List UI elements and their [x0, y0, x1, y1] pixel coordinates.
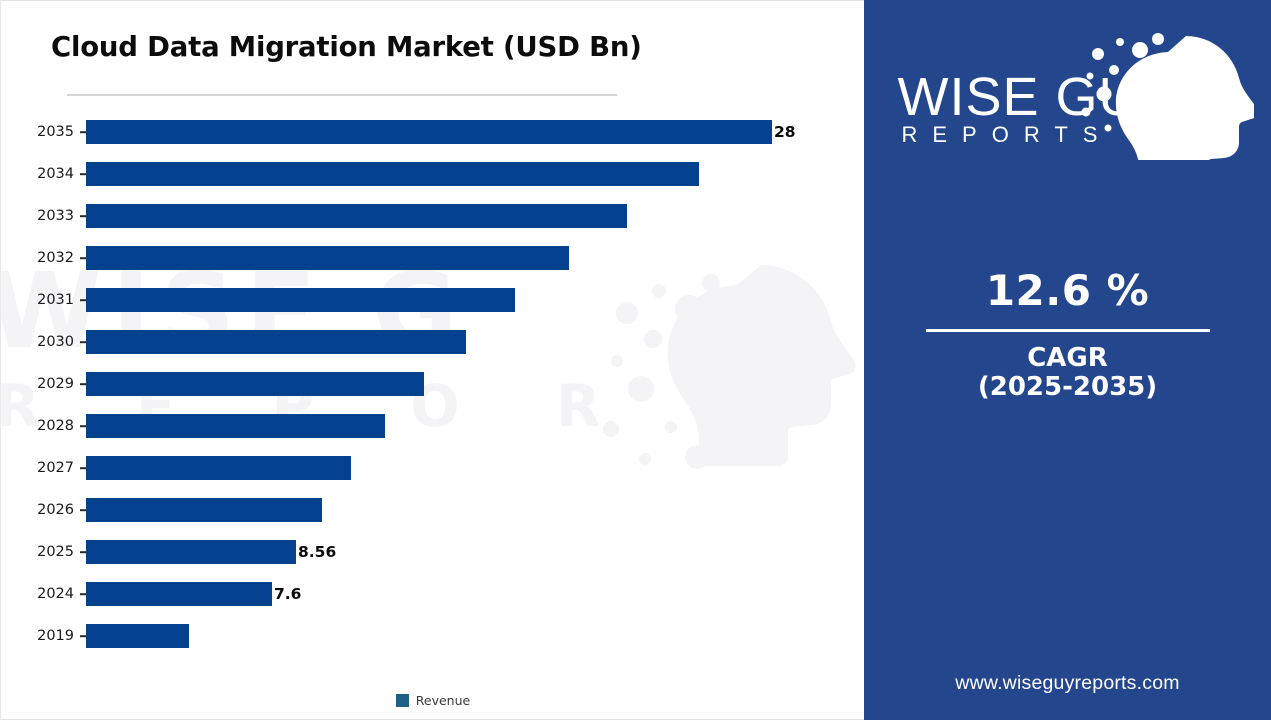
cagr-label: CAGR (2025-2035)	[977, 343, 1158, 403]
bar-value-label-2035: 28	[774, 123, 796, 141]
bar-2029	[86, 372, 424, 396]
legend-label-revenue: Revenue	[415, 693, 471, 708]
bar-2028	[86, 414, 385, 438]
y-axis-tick	[80, 635, 86, 637]
bar-2024	[86, 582, 272, 606]
bar-2027	[86, 456, 351, 480]
bar-row: 2019	[1, 615, 864, 657]
bar-row: 2034	[1, 153, 864, 195]
y-axis-tick	[80, 215, 86, 217]
y-axis-tick	[80, 257, 86, 259]
logo-secondary-text: REPORTS	[901, 122, 1113, 147]
title-divider	[67, 94, 617, 96]
y-axis-tick	[80, 425, 86, 427]
y-axis-label-2033: 2033	[37, 208, 74, 224]
bar-row: 2025 8.56	[1, 531, 864, 573]
bar-2034	[86, 162, 699, 186]
website-url: www.wiseguyreports.com	[955, 672, 1180, 694]
bar-row: 2029	[1, 363, 864, 405]
legend-swatch-revenue	[395, 694, 409, 707]
y-axis-label-2034: 2034	[37, 166, 74, 182]
bar-2033	[86, 204, 627, 228]
bar-2031	[86, 288, 515, 312]
y-axis-label-2026: 2026	[37, 502, 74, 518]
y-axis-tick	[80, 383, 86, 385]
cagr-label-line-1: CAGR	[1027, 343, 1108, 373]
bar-row: 2024 7.6	[1, 573, 864, 615]
chart-panel: WISE G R E P O R Cloud Data Migration Ma…	[0, 0, 864, 720]
chart-legend: Revenue	[1, 693, 864, 708]
chart-title: Cloud Data Migration Market (USD Bn)	[51, 31, 642, 63]
bar-row: 2027	[1, 447, 864, 489]
y-axis-tick	[80, 509, 86, 511]
bar-2035	[86, 120, 772, 144]
cagr-value: 12.6 %	[985, 266, 1150, 315]
y-axis-label-2031: 2031	[37, 292, 74, 308]
bar-value-label-2024: 7.6	[274, 585, 302, 603]
y-axis-label-2028: 2028	[37, 418, 74, 434]
y-axis-label-2025: 2025	[37, 544, 74, 560]
y-axis-label-2032: 2032	[37, 250, 74, 266]
y-axis-tick	[80, 467, 86, 469]
bar-row: 2028	[1, 405, 864, 447]
y-axis-tick	[80, 131, 86, 133]
y-axis-tick	[80, 593, 86, 595]
brand-panel: WISE GUY REPORTS 12.6 % CAGR (2	[864, 0, 1271, 720]
y-axis-tick	[80, 299, 86, 301]
dotted-head-profile-icon	[1081, 33, 1254, 160]
bar-row: 2026	[1, 489, 864, 531]
bar-2025	[86, 540, 296, 564]
y-axis-label-2029: 2029	[37, 376, 74, 392]
bar-row: 2035 28	[1, 111, 864, 153]
y-axis-label-2027: 2027	[37, 460, 74, 476]
y-axis-label-2035: 2035	[37, 124, 74, 140]
wiseguy-logo: WISE GUY REPORTS	[888, 30, 1254, 160]
bar-row: 2030	[1, 321, 864, 363]
bar-row: 2033	[1, 195, 864, 237]
y-axis-label-2030: 2030	[37, 334, 74, 350]
y-axis-tick	[80, 551, 86, 553]
y-axis-label-2024: 2024	[37, 586, 74, 602]
bar-plot-area: 2035 28 2034 2033 2032 2031 2030 2029 2028 2027 20…	[1, 111, 864, 671]
bar-row: 2032	[1, 237, 864, 279]
cagr-label-line-2: (2025-2035)	[977, 372, 1158, 403]
bar-row: 2031	[1, 279, 864, 321]
bar-value-label-2025: 8.56	[298, 543, 337, 561]
cagr-divider	[925, 329, 1210, 332]
bar-2032	[86, 246, 569, 270]
bar-2030	[86, 330, 466, 354]
y-axis-tick	[80, 173, 86, 175]
y-axis-tick	[80, 341, 86, 343]
y-axis-label-2019: 2019	[37, 628, 74, 644]
bar-2019	[86, 624, 189, 648]
bar-2026	[86, 498, 322, 522]
